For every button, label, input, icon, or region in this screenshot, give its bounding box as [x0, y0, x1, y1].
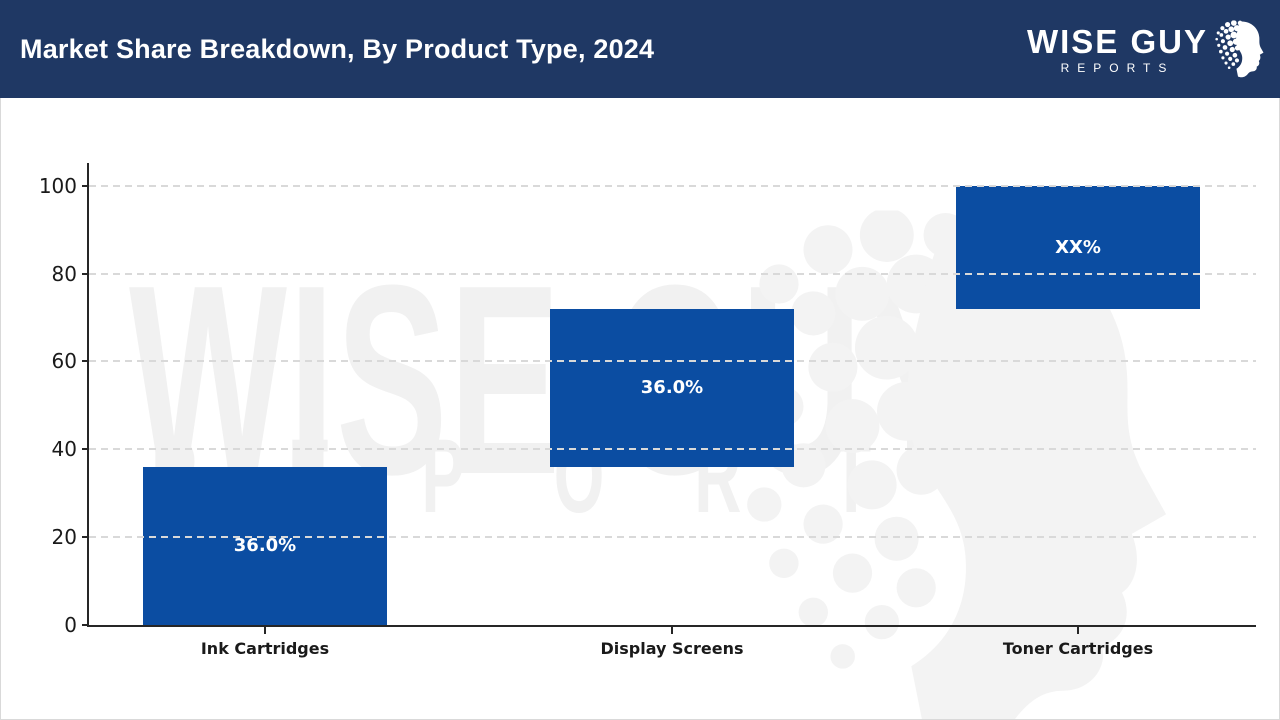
gridline-80: [89, 272, 1256, 275]
x-label-toner-cartridges: Toner Cartridges: [1002, 639, 1154, 658]
gridline-60: [89, 360, 1256, 363]
bar-display-screens: 36.0%: [550, 308, 794, 467]
bar-value-label: 36.0%: [640, 377, 704, 399]
y-tick-label-80: 80: [51, 261, 77, 286]
y-tick-label-0: 0: [64, 613, 77, 637]
logo-text: WISE GUY REPORTS: [1027, 25, 1208, 74]
bar-value-label: 36.0%: [233, 535, 297, 557]
y-tick-0: [82, 624, 88, 626]
x-label-ink-cartridges: Ink Cartridges: [200, 639, 330, 658]
bar-value-label: XX%: [1055, 236, 1101, 258]
chart-canvas: WISE GUY R E P O R T S 36.0%36.0%XX%0204…: [0, 98, 1280, 720]
plot-area: 36.0% 36.0% XX% 0 20 40 60 80 100 Ink Cartridges D…: [1, 98, 1279, 719]
logo-subtext: REPORTS: [1060, 60, 1175, 75]
gridline-20: [89, 536, 1256, 539]
y-tick-label-100: 100: [38, 173, 77, 198]
x-label-display-screens: Display Screens: [600, 639, 744, 658]
x-tick-display-screens: [671, 627, 673, 634]
logo-wordmark: WISE GUY: [1026, 22, 1208, 60]
y-tick-label-60: 60: [51, 349, 77, 374]
wise-guy-logo: WISE GUY REPORTS: [1027, 10, 1264, 88]
y-axis-line: [87, 163, 89, 627]
bar-toner-cartridges: XX%: [956, 185, 1200, 309]
x-tick-ink-cartridges: [264, 627, 266, 634]
gridline-100: [89, 184, 1256, 187]
y-tick-20: [82, 536, 88, 539]
y-tick-100: [82, 184, 88, 187]
page-title: Market Share Breakdown, By Product Type,…: [20, 33, 655, 64]
y-tick-80: [82, 272, 88, 275]
header-bar: Market Share Breakdown, By Product Type,…: [0, 0, 1280, 98]
y-tick-40: [82, 448, 88, 451]
y-tick-60: [82, 360, 88, 363]
y-tick-label-20: 20: [51, 525, 77, 550]
bar-ink-cartridges: 36.0%: [143, 466, 387, 625]
logo-head-icon: [1212, 10, 1264, 88]
x-axis-line: [87, 625, 1256, 627]
y-tick-label-40: 40: [51, 437, 77, 462]
x-tick-toner-cartridges: [1077, 627, 1079, 634]
gridline-40: [89, 448, 1256, 451]
